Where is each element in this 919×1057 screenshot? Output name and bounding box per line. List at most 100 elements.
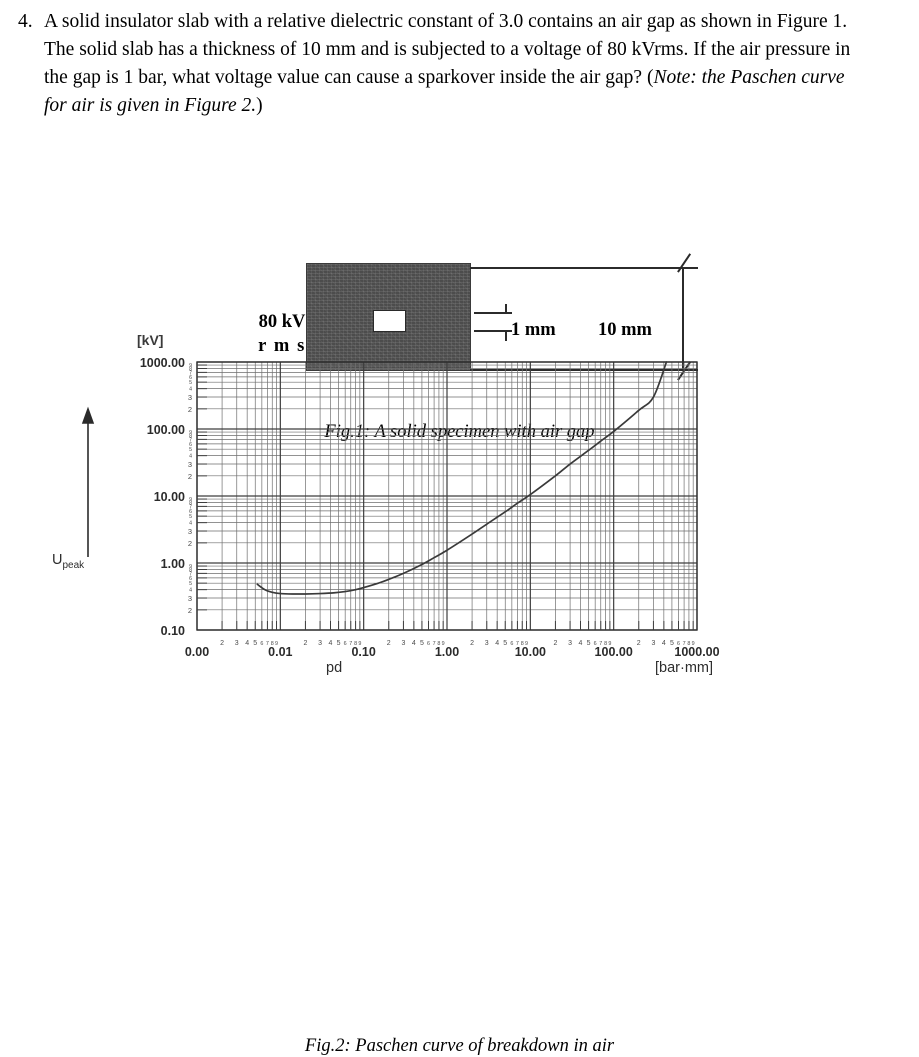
y-minor-tick-label: 8 [189,567,192,573]
y-minor-tick-label: 6 [189,442,192,448]
x-minor-tick-label: 3 [568,640,572,647]
y-minor-tick-label: 3 [188,527,192,536]
figure2-caption: Fig.2: Paschen curve of breakdown in air [304,1036,615,1056]
y-axis-title-main: U [52,552,63,568]
x-minor-tick-label: 6 [677,641,680,647]
x-minor-tick-label: 3 [651,640,655,647]
x-tick-label: 10.00 [515,645,546,659]
x-minor-tick-label: 7 [433,641,436,647]
x-minor-tick-label: 3 [401,640,405,647]
x-minor-tick-label: 6 [260,641,263,647]
x-minor-tick-label: 4 [662,640,666,647]
x-minor-tick-label: 4 [329,640,333,647]
x-axis-unit-label: [bar·mm] [655,660,713,676]
thickness-dimension-line [682,267,684,370]
x-minor-tick-label: 7 [683,641,686,647]
x-minor-tick-label: 8 [604,641,607,647]
x-minor-tick-label: 6 [427,641,430,647]
y-minor-tick-label: 9 [189,430,192,436]
thickness-lead-line-bottom [470,369,698,371]
x-minor-tick-label: 9 [358,641,361,647]
slab-thickness-label: 10 mm [598,320,652,340]
x-minor-tick-label: 2 [387,640,391,647]
y-minor-tick-label: 4 [189,387,192,393]
x-minor-tick-label: 7 [266,641,269,647]
x-minor-tick-label: 2 [220,640,224,647]
y-tick-label: 0.10 [161,624,185,638]
y-minor-tick-label: 2 [188,472,192,481]
question-block: 4. A solid insulator slab with a relativ… [18,8,873,120]
y-axis-unit-label: [kV] [137,332,164,348]
y-minor-tick-label: 9 [189,363,192,369]
x-minor-tick-label: 9 [692,641,695,647]
y-minor-tick-label: 8 [189,366,192,372]
y-minor-tick-label: 4 [189,454,192,460]
x-minor-tick-label: 4 [412,640,416,647]
y-minor-tick-label: 5 [189,447,192,453]
x-minor-tick-label: 6 [344,641,347,647]
x-tick-label: 1.00 [435,645,459,659]
y-minor-tick-label: 5 [189,380,192,386]
question-body-plain-2: ) [256,95,263,116]
x-minor-tick-label: 8 [437,641,440,647]
air-gap-void [373,310,406,332]
x-minor-tick-label: 9 [608,641,611,647]
x-minor-tick-label: 3 [485,640,489,647]
y-axis-minor-tick-marks [197,364,207,611]
y-axis-title-subscript: peak [62,559,85,571]
x-minor-tick-label: 8 [521,641,524,647]
x-tick-label: 1000.00 [674,645,719,659]
gap-dimension-tick-lower [505,330,507,341]
y-axis-direction-arrow [81,406,95,557]
plot-frame [196,361,698,631]
x-minor-tick-label: 7 [599,641,602,647]
x-axis-title: pd [326,660,343,676]
y-minor-tick-label: 3 [188,594,192,603]
y-minor-tick-label: 5 [189,514,192,520]
x-axis-minor-tick-marks [221,621,694,630]
applied-voltage-label: 80 kV r m s [236,310,328,358]
y-minor-tick-label: 4 [189,521,192,527]
question-text: A solid insulator slab with a relative d… [44,8,872,120]
x-minor-tick-label: 4 [495,640,499,647]
y-tick-label: 1.00 [161,557,185,571]
paschen-curve-line [256,361,668,595]
x-minor-tick-label: 9 [525,641,528,647]
y-minor-tick-label: 2 [188,606,192,615]
x-minor-tick-label: 2 [637,640,641,647]
y-minor-tick-label: 3 [188,460,192,469]
x-minor-tick-label: 2 [470,640,474,647]
x-minor-tick-label: 5 [587,640,591,647]
y-minor-tick-label: 7 [189,571,192,577]
x-minor-tick-label: 3 [318,640,322,647]
x-minor-tick-label: 5 [420,640,424,647]
gap-dimension-upper-line [474,312,512,314]
x-minor-tick-label: 5 [670,640,674,647]
y-minor-tick-label: 2 [188,405,192,414]
x-minor-tick-label: 6 [594,641,597,647]
x-minor-tick-label: 7 [349,641,352,647]
y-minor-tick-label: 2 [188,539,192,548]
x-minor-tick-label: 3 [235,640,239,647]
x-minor-tick-label: 8 [354,641,357,647]
x-axis-tick-labels: 0.00 0.01 0.10 1.00 10.00 100.00 1000.00 [185,645,720,659]
y-minor-tick-label: 7 [189,504,192,510]
x-minor-tick-label: 4 [245,640,249,647]
x-minor-tick-label: 6 [510,641,513,647]
y-tick-label: 100.00 [147,423,185,437]
applied-voltage-unit-rms: r m s [258,336,306,356]
y-tick-label: 10.00 [154,490,185,504]
question-number: 4. [18,11,33,32]
question-note-italic: Note: the Paschen curve for air is given… [44,67,845,116]
y-minor-tick-label: 6 [189,375,192,381]
x-minor-tick-label: 4 [579,640,583,647]
thickness-lead-line-top [470,267,698,269]
applied-voltage-value: 80 kV [258,312,306,332]
y-minor-tick-label: 7 [189,437,192,443]
y-minor-tick-label: 3 [188,393,192,402]
